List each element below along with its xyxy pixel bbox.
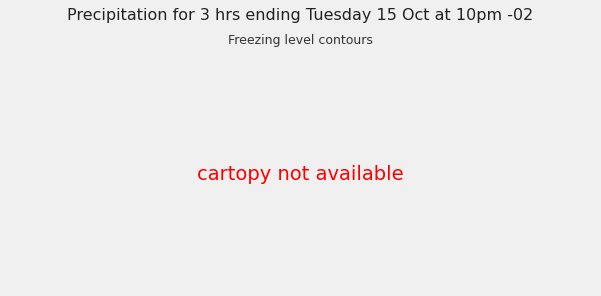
Text: Freezing level contours: Freezing level contours [228, 34, 373, 47]
Text: Precipitation for 3 hrs ending Tuesday 15 Oct at 10pm -02: Precipitation for 3 hrs ending Tuesday 1… [67, 8, 534, 23]
Text: cartopy not available: cartopy not available [197, 165, 404, 184]
